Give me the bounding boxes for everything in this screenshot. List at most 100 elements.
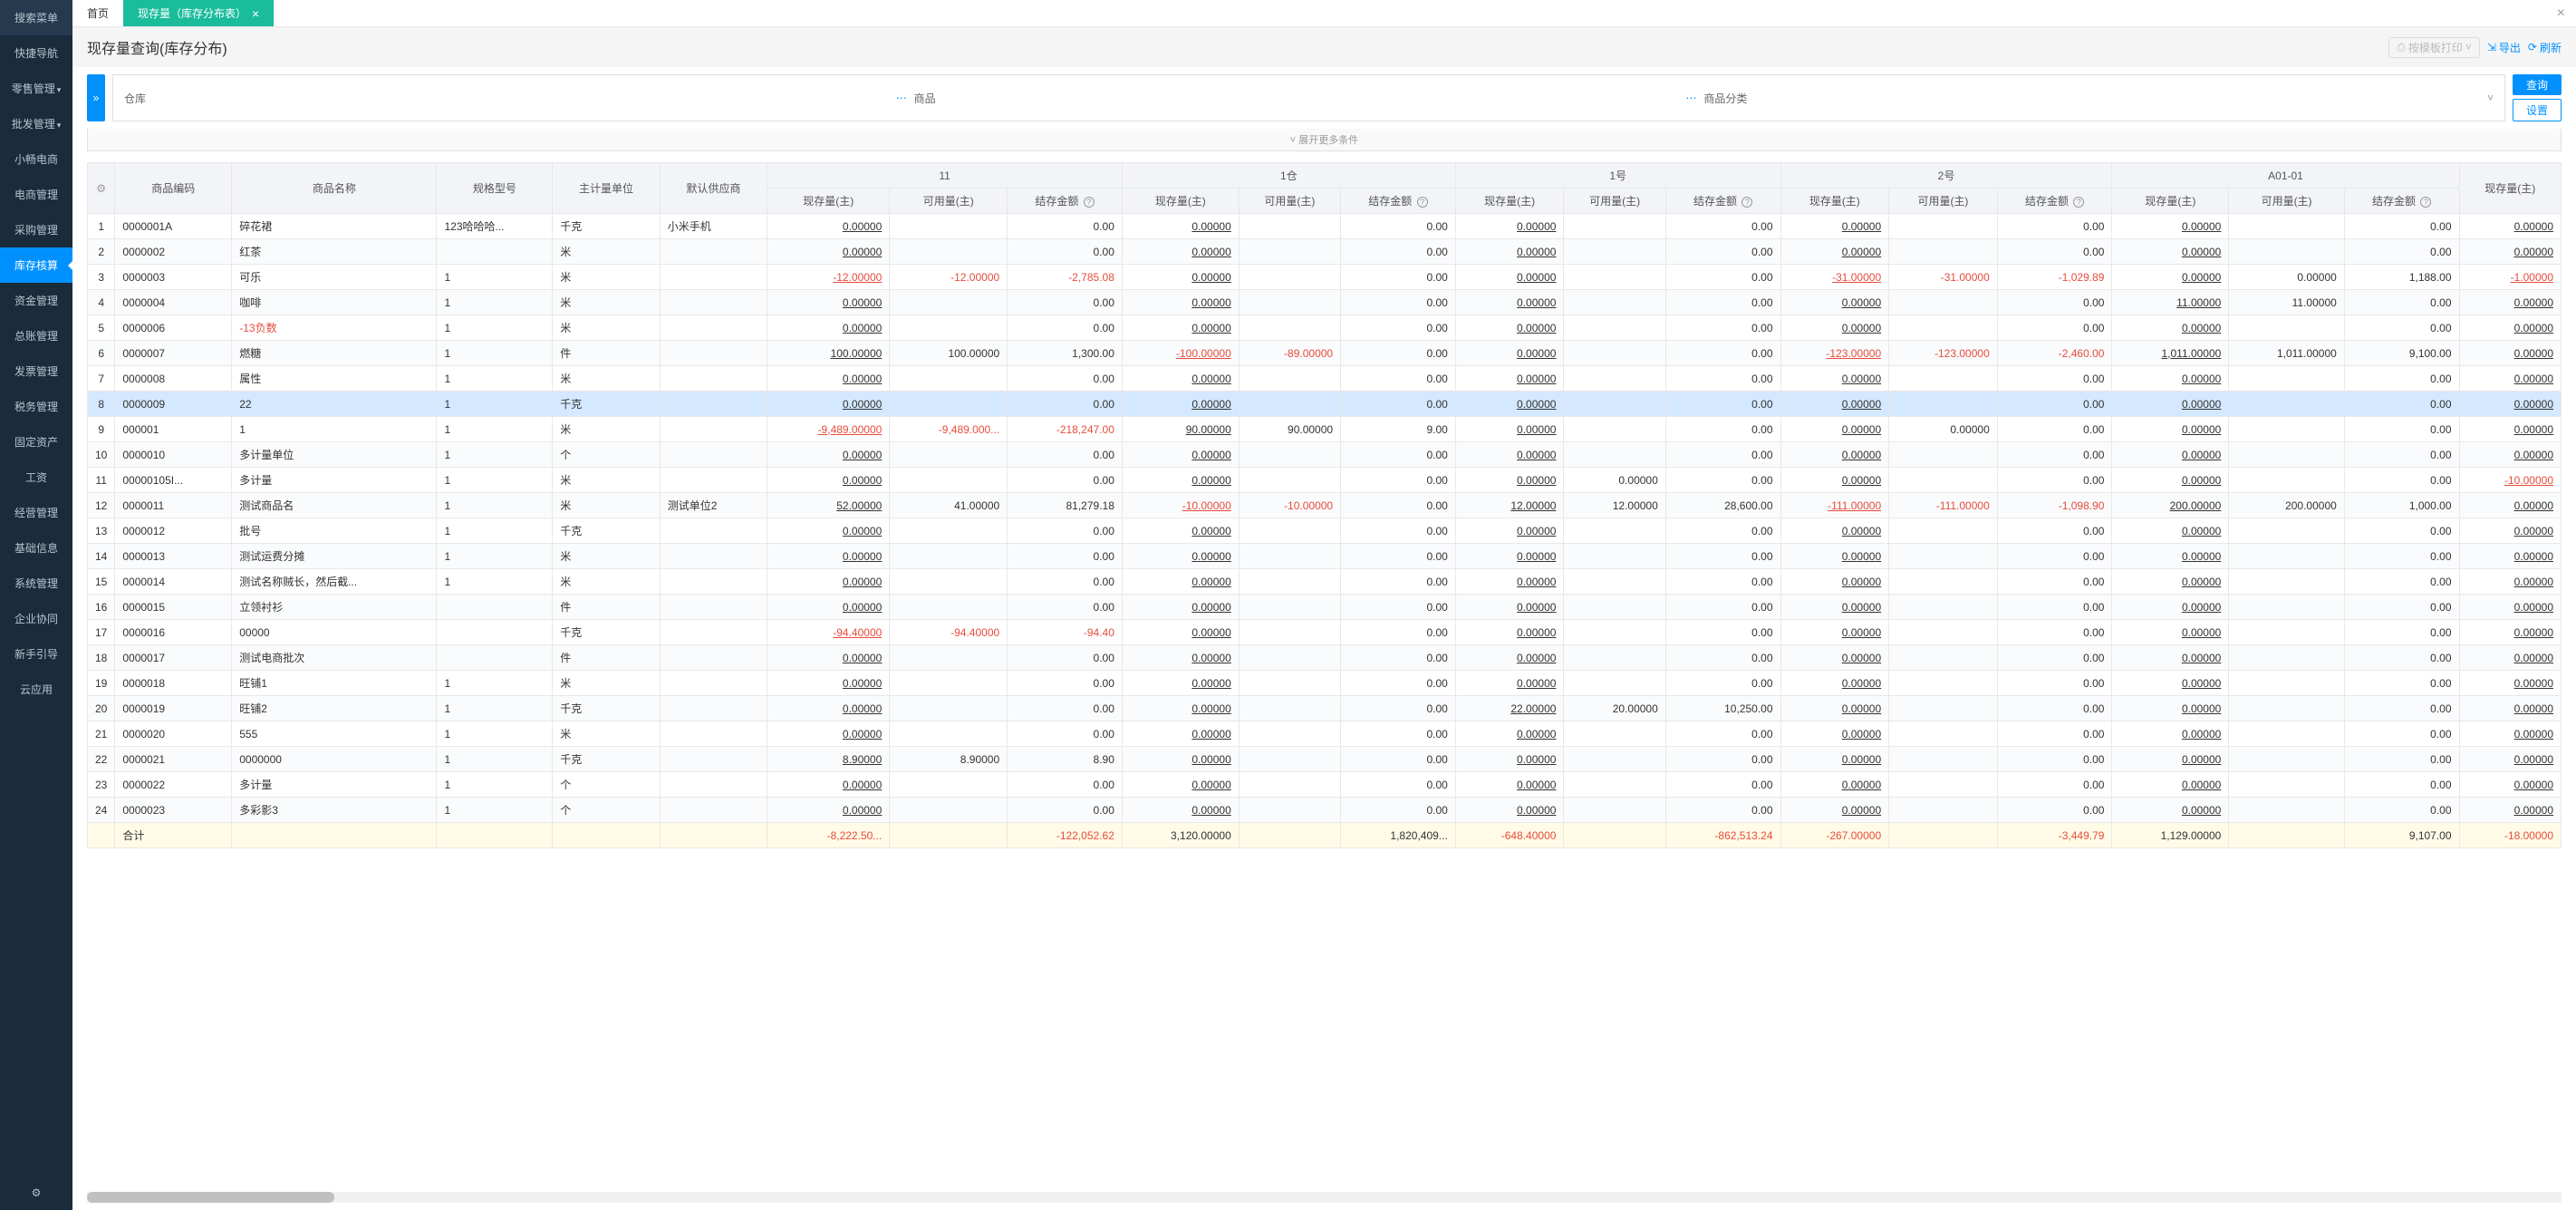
cell[interactable]: 0.00000 bbox=[1122, 518, 1239, 544]
cell[interactable]: 0.00000 bbox=[1780, 366, 1889, 392]
table-row[interactable]: 240000023多彩影31个0.000000.000.000000.000.0… bbox=[88, 798, 2562, 823]
cell[interactable]: -94.40000 bbox=[767, 620, 890, 645]
table-row[interactable]: 2100000205551米0.000000.000.000000.000.00… bbox=[88, 721, 2562, 747]
help-icon[interactable]: ? bbox=[2073, 197, 2084, 208]
cell[interactable]: 0.00000 bbox=[1780, 315, 1889, 341]
cell[interactable]: 0.00000 bbox=[1455, 366, 1564, 392]
expand-filters-button[interactable]: ˅ 展开更多条件 bbox=[87, 129, 2562, 151]
cell[interactable]: -12.00000 bbox=[767, 265, 890, 290]
cell[interactable]: 12.00000 bbox=[1455, 493, 1564, 518]
table-row[interactable]: 60000007燃糖1件100.00000100.000001,300.00-1… bbox=[88, 341, 2562, 366]
sidebar-item-18[interactable]: 新手引导 bbox=[0, 636, 72, 672]
cell[interactable]: 0.00000 bbox=[2112, 772, 2229, 798]
product-picker-icon[interactable]: ⋯ bbox=[1678, 92, 1703, 104]
cell[interactable]: 0.00000 bbox=[2112, 239, 2229, 265]
sidebar-item-0[interactable]: 搜索菜单 bbox=[0, 0, 72, 35]
cell[interactable]: 0.00000 bbox=[1780, 696, 1889, 721]
cell[interactable]: 0.00000 bbox=[1455, 544, 1564, 569]
cell[interactable]: 0.00000 bbox=[2112, 442, 2229, 468]
cell[interactable]: 0.00000 bbox=[1455, 671, 1564, 696]
sidebar-item-17[interactable]: 企业协同 bbox=[0, 601, 72, 636]
sidebar-item-14[interactable]: 经营管理 bbox=[0, 495, 72, 530]
cell[interactable]: 0.00000 bbox=[2459, 747, 2561, 772]
cell[interactable]: 52.00000 bbox=[767, 493, 890, 518]
cell[interactable]: 0.00000 bbox=[2459, 239, 2561, 265]
cell[interactable]: 0.00000 bbox=[2459, 442, 2561, 468]
cell[interactable]: 0.00000 bbox=[1780, 798, 1889, 823]
cell[interactable]: 0.00000 bbox=[1455, 239, 1564, 265]
sidebar-item-2[interactable]: 零售管理▾ bbox=[0, 71, 72, 106]
cell[interactable]: 0.00000 bbox=[1122, 645, 1239, 671]
cell[interactable]: 0.00000 bbox=[1780, 595, 1889, 620]
cell[interactable]: 0.00000 bbox=[767, 468, 890, 493]
cell[interactable]: 0.00000 bbox=[2459, 392, 2561, 417]
cell[interactable]: 0.00000 bbox=[1455, 265, 1564, 290]
cell[interactable]: 0.00000 bbox=[1122, 468, 1239, 493]
cell[interactable]: 0.00000 bbox=[1780, 721, 1889, 747]
table-row[interactable]: 180000017测试电商批次件0.000000.000.000000.000.… bbox=[88, 645, 2562, 671]
cell[interactable]: 0.00000 bbox=[1122, 392, 1239, 417]
cell[interactable]: 0.00000 bbox=[2112, 798, 2229, 823]
sidebar-item-13[interactable]: 工资 bbox=[0, 460, 72, 495]
sidebar-item-4[interactable]: 小畅电商 bbox=[0, 141, 72, 177]
cell[interactable]: 0.00000 bbox=[1455, 518, 1564, 544]
cell[interactable]: 0.00000 bbox=[1455, 214, 1564, 239]
table-row[interactable]: 1100000105I...多计量1米0.000000.000.000000.0… bbox=[88, 468, 2562, 493]
cell[interactable]: 0.00000 bbox=[2459, 645, 2561, 671]
sidebar-item-12[interactable]: 固定资产 bbox=[0, 424, 72, 460]
sidebar-item-16[interactable]: 系统管理 bbox=[0, 566, 72, 601]
cell[interactable]: 0.00000 bbox=[1122, 772, 1239, 798]
cell[interactable]: 0.00000 bbox=[2459, 341, 2561, 366]
cell[interactable]: 0.00000 bbox=[1455, 315, 1564, 341]
cell[interactable]: 0.00000 bbox=[2459, 544, 2561, 569]
cell[interactable]: 0.00000 bbox=[1780, 290, 1889, 315]
cell[interactable]: 0.00000 bbox=[1455, 392, 1564, 417]
cell[interactable]: -1.00000 bbox=[2459, 265, 2561, 290]
table-row[interactable]: 130000012批号1千克0.000000.000.000000.000.00… bbox=[88, 518, 2562, 544]
cell[interactable]: 0.00000 bbox=[1122, 442, 1239, 468]
cell[interactable]: 0.00000 bbox=[2112, 595, 2229, 620]
table-row[interactable]: 200000019旺铺21千克0.000000.000.000000.0022.… bbox=[88, 696, 2562, 721]
cell[interactable]: 0.00000 bbox=[2112, 544, 2229, 569]
cell[interactable]: 0.00000 bbox=[767, 696, 890, 721]
cell[interactable]: 0.00000 bbox=[1455, 442, 1564, 468]
cell[interactable]: 0.00000 bbox=[2459, 772, 2561, 798]
horizontal-scrollbar[interactable] bbox=[87, 1192, 2562, 1203]
cell[interactable]: 0.00000 bbox=[2459, 290, 2561, 315]
sidebar-item-9[interactable]: 总账管理 bbox=[0, 318, 72, 353]
cell[interactable]: 0.00000 bbox=[2112, 671, 2229, 696]
cell[interactable]: 0.00000 bbox=[2112, 569, 2229, 595]
table-row[interactable]: 80000009221千克0.000000.000.000000.000.000… bbox=[88, 392, 2562, 417]
cell[interactable]: 0.00000 bbox=[1122, 290, 1239, 315]
close-all-tabs-icon[interactable]: × bbox=[2546, 5, 2576, 22]
cell[interactable]: 0.00000 bbox=[767, 392, 890, 417]
cell[interactable]: 100.00000 bbox=[767, 341, 890, 366]
cell[interactable]: 0.00000 bbox=[1455, 798, 1564, 823]
table-row[interactable]: 40000004咖啡1米0.000000.000.000000.000.0000… bbox=[88, 290, 2562, 315]
cell[interactable]: 0.00000 bbox=[1122, 620, 1239, 645]
cell[interactable]: 0.00000 bbox=[2112, 315, 2229, 341]
scrollbar-thumb[interactable] bbox=[87, 1192, 334, 1203]
cell[interactable]: 11.00000 bbox=[2112, 290, 2229, 315]
cell[interactable]: 0.00000 bbox=[1780, 671, 1889, 696]
cell[interactable]: 0.00000 bbox=[2112, 366, 2229, 392]
cell[interactable]: 0.00000 bbox=[1122, 366, 1239, 392]
query-button[interactable]: 查询 bbox=[2513, 74, 2562, 95]
sidebar-item-15[interactable]: 基础信息 bbox=[0, 530, 72, 566]
collapse-filters-button[interactable]: » bbox=[87, 74, 105, 121]
cell[interactable]: -10.00000 bbox=[1122, 493, 1239, 518]
cell[interactable]: -100.00000 bbox=[1122, 341, 1239, 366]
cell[interactable]: 0.00000 bbox=[1780, 569, 1889, 595]
cell[interactable]: 0.00000 bbox=[1780, 417, 1889, 442]
cell[interactable]: 0.00000 bbox=[2459, 721, 2561, 747]
cell[interactable]: 0.00000 bbox=[1780, 747, 1889, 772]
cell[interactable]: 200.00000 bbox=[2112, 493, 2229, 518]
cell[interactable]: 0.00000 bbox=[2459, 798, 2561, 823]
cell[interactable]: 0.00000 bbox=[1455, 772, 1564, 798]
cell[interactable]: -111.00000 bbox=[1780, 493, 1889, 518]
cell[interactable]: 0.00000 bbox=[1455, 569, 1564, 595]
help-icon[interactable]: ? bbox=[1741, 197, 1752, 208]
help-icon[interactable]: ? bbox=[1417, 197, 1428, 208]
cell[interactable]: 0.00000 bbox=[2459, 569, 2561, 595]
sidebar-item-10[interactable]: 发票管理 bbox=[0, 353, 72, 389]
